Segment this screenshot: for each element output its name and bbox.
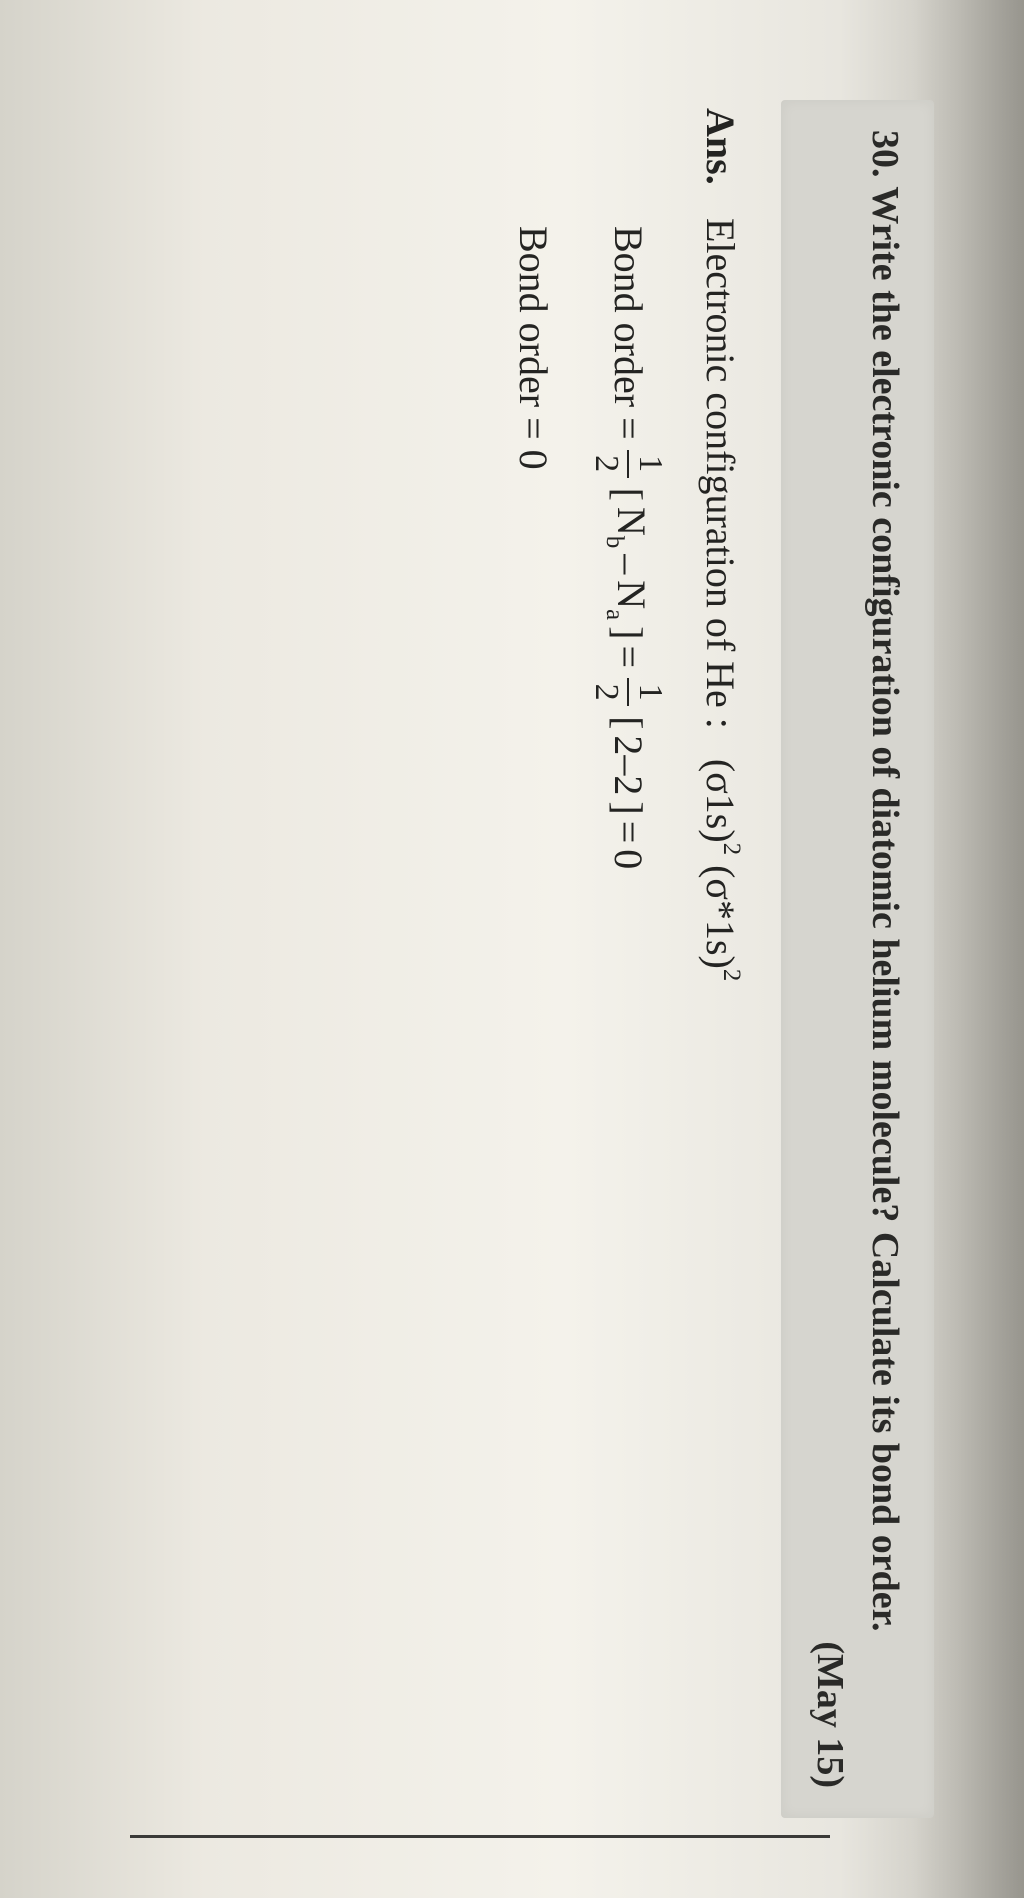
literal-expression: 2–2: [602, 735, 654, 795]
answer-label: Ans.: [693, 108, 747, 218]
fraction-half-1: 1 2: [589, 450, 667, 478]
config-term-2: (σ*1s)2: [698, 865, 743, 981]
question-box: 30. Write the electronic configuration o…: [781, 100, 934, 1818]
fraction-half-2: 1 2: [589, 678, 667, 706]
n-bonding: Nb: [600, 507, 657, 548]
n-antibonding: Na: [600, 580, 657, 620]
page-rule: [130, 1835, 830, 1838]
config-prefix: Electronic configuration of He :: [698, 218, 743, 729]
textbook-page: 30. Write the electronic configuration o…: [0, 0, 1024, 1898]
config-term-1: (σ1s)2: [698, 759, 743, 865]
bond-order-result: Bond order = 0: [507, 226, 559, 1818]
question-date: (May 15): [803, 130, 854, 1788]
answer-block: Ans. Electronic configuration of He : (σ…: [507, 100, 747, 1818]
bond-order-label: Bond order =: [602, 226, 654, 440]
lit-bracket-open: [: [602, 716, 654, 729]
result-zero: 0: [602, 849, 654, 869]
equals-1: =: [602, 646, 654, 669]
question-number: 30.: [864, 130, 906, 178]
equals-2: =: [602, 821, 654, 844]
bracket-close: ]: [602, 626, 654, 639]
lit-bracket-close: ]: [602, 801, 654, 814]
question-text: Write the electronic configuration of di…: [864, 186, 906, 1631]
minus-sign: –: [602, 554, 654, 574]
electronic-config: Electronic configuration of He : (σ1s)2 …: [693, 218, 747, 1818]
bond-order-formula: Bond order = 1 2 [ Nb – Na ] = 1 2 [ 2–2: [589, 226, 667, 1818]
answer-line-1: Ans. Electronic configuration of He : (σ…: [693, 108, 747, 1818]
bracket-open: [: [602, 488, 654, 501]
